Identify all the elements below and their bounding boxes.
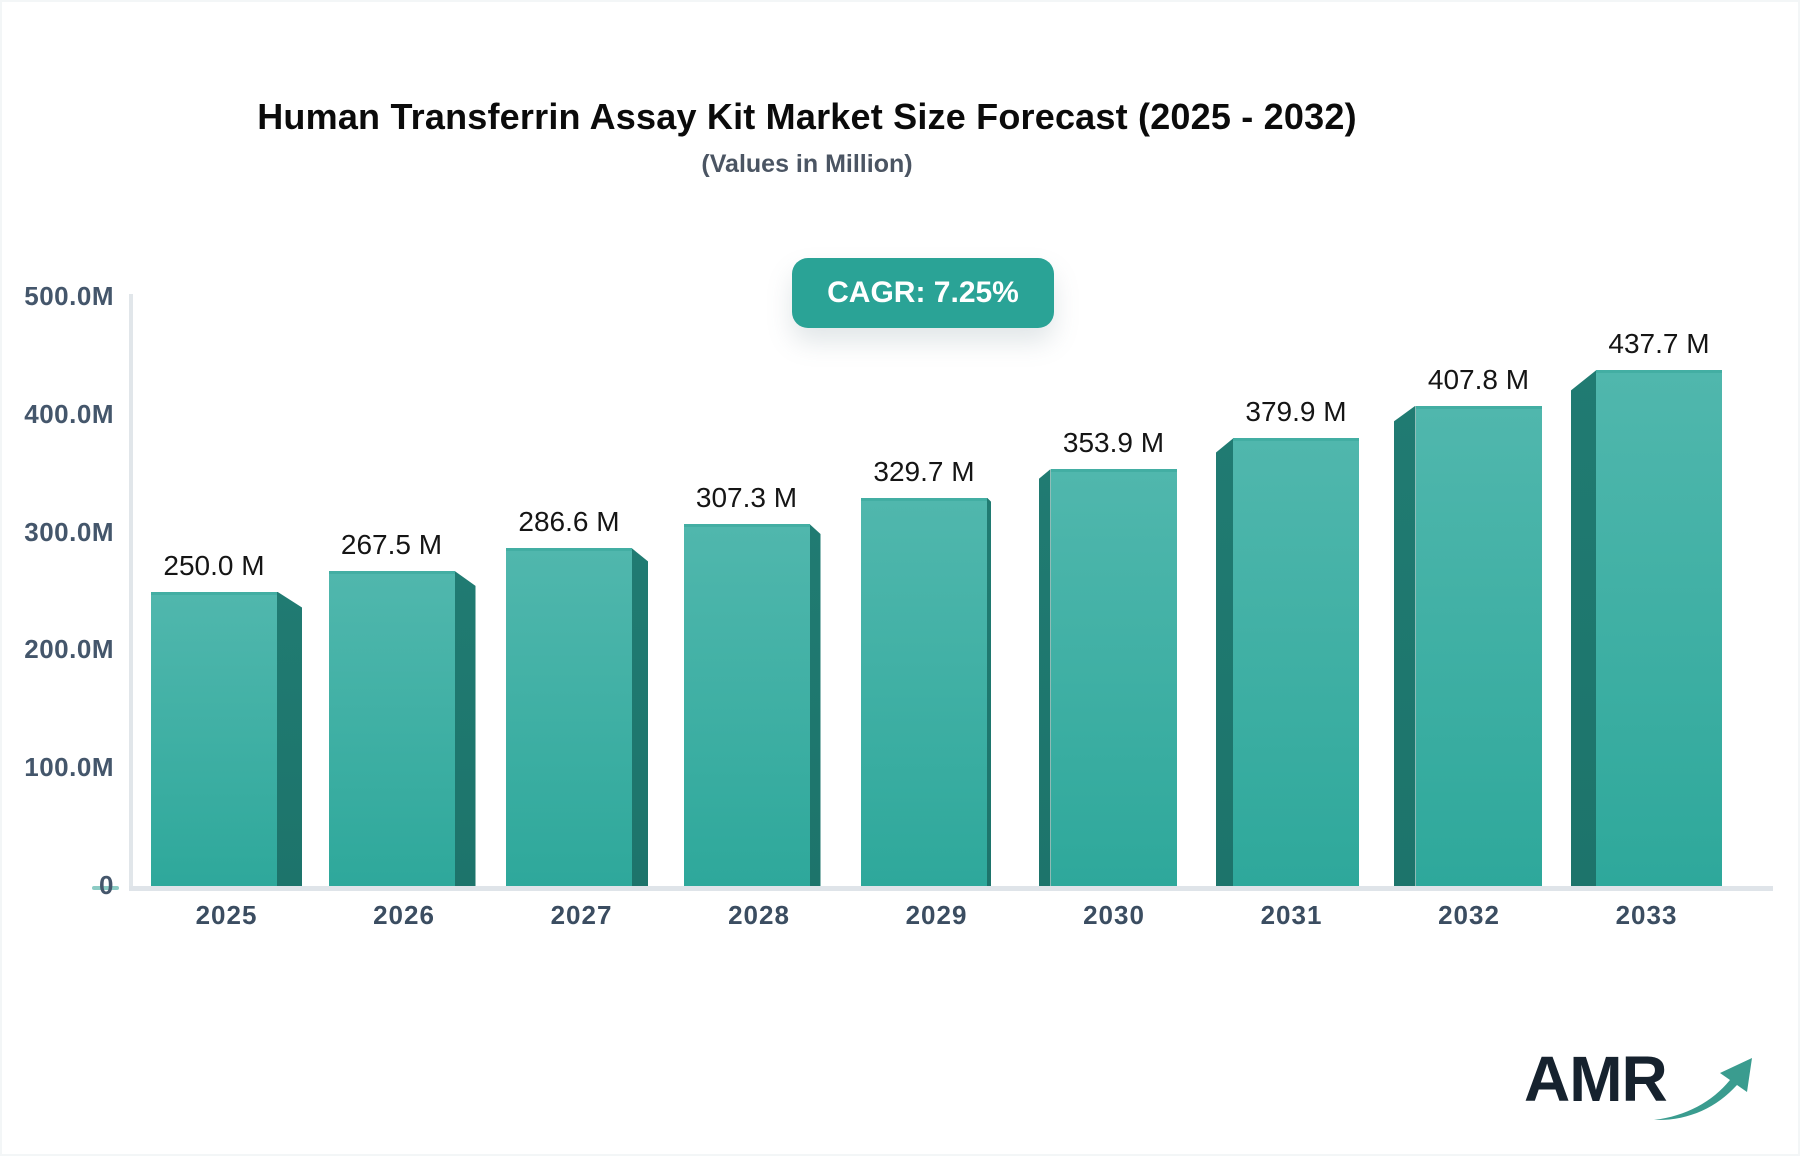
bar-2025 <box>151 591 302 886</box>
bar-value-label: 250.0 M <box>163 549 265 581</box>
bar-face <box>1596 370 1722 886</box>
growth-arrow-icon <box>1654 1058 1752 1121</box>
bar-3d-side <box>1393 405 1416 886</box>
x-axis-tick-label: 2028 <box>728 900 790 930</box>
bar-value-label: 437.7 M <box>1608 328 1710 360</box>
y-axis-tick-label: 500.0M <box>24 281 114 311</box>
zero-tick-mark <box>92 886 119 890</box>
bar-3d-side <box>987 497 991 886</box>
x-axis-tick-label: 2032 <box>1438 900 1500 930</box>
bar-face <box>1415 405 1542 886</box>
y-axis-line <box>129 294 133 888</box>
bar-3d-side <box>1216 438 1233 886</box>
bar-face <box>151 591 277 886</box>
x-axis-tick-label: 2027 <box>550 900 613 930</box>
bar-2026 <box>328 570 476 886</box>
amr-logo: AMR <box>1524 1028 1754 1128</box>
y-axis-tick-label: 0 <box>99 870 114 900</box>
amr-logo-text: AMR <box>1524 1043 1668 1115</box>
bar-2031 <box>1216 438 1359 886</box>
y-axis-tick-label: 300.0M <box>24 516 114 547</box>
y-axis-tick-label: 100.0M <box>24 752 114 783</box>
bar-2032 <box>1393 405 1542 886</box>
bar-value-label: 379.9 M <box>1245 396 1347 428</box>
bar-3d-side <box>1038 469 1051 886</box>
bar-3d-side <box>277 591 302 886</box>
bar-face <box>1050 469 1177 886</box>
bar-3d-side <box>809 524 821 886</box>
chart-title: Human Transferrin Assay Kit Market Size … <box>257 96 1357 137</box>
bar-3d-side <box>454 570 476 886</box>
bar-2030 <box>1038 469 1177 886</box>
bar-3d-side <box>632 548 648 886</box>
x-axis-tick-label: 2030 <box>1083 900 1145 930</box>
cagr-badge-label: CAGR: 7.25% <box>827 276 1019 309</box>
y-axis-tick-label: 200.0M <box>24 634 114 665</box>
x-axis-tick-label: 2025 <box>195 900 258 930</box>
bar-value-label: 307.3 M <box>695 482 798 513</box>
bar-2028 <box>683 524 821 886</box>
x-axis-tick-label: 2031 <box>1260 900 1323 930</box>
bar-face <box>506 548 632 886</box>
chart-subtitle: (Values in Million) <box>701 150 913 178</box>
bar-value-label: 329.7 M <box>873 455 975 487</box>
cagr-badge: CAGR: 7.25% <box>792 258 1054 328</box>
x-axis-line <box>129 886 1773 891</box>
bar-face <box>683 524 810 886</box>
x-axis-tick-label: 2033 <box>1615 900 1678 930</box>
bar-face <box>328 570 455 886</box>
bar-3d-side <box>1571 370 1596 886</box>
bar-value-label: 267.5 M <box>340 528 443 560</box>
bar-2027 <box>506 548 648 886</box>
bar-2029 <box>861 497 991 886</box>
y-axis-tick-label: 400.0M <box>24 398 114 429</box>
bar-face <box>1233 438 1359 886</box>
bar-value-label: 407.8 M <box>1427 363 1530 395</box>
bar-face <box>861 497 987 886</box>
bar-value-label: 353.9 M <box>1062 427 1165 459</box>
bar-2033 <box>1571 370 1722 886</box>
x-axis-tick-label: 2029 <box>905 900 968 930</box>
x-axis-tick-label: 2026 <box>373 900 435 930</box>
bar-value-label: 286.6 M <box>518 506 620 538</box>
